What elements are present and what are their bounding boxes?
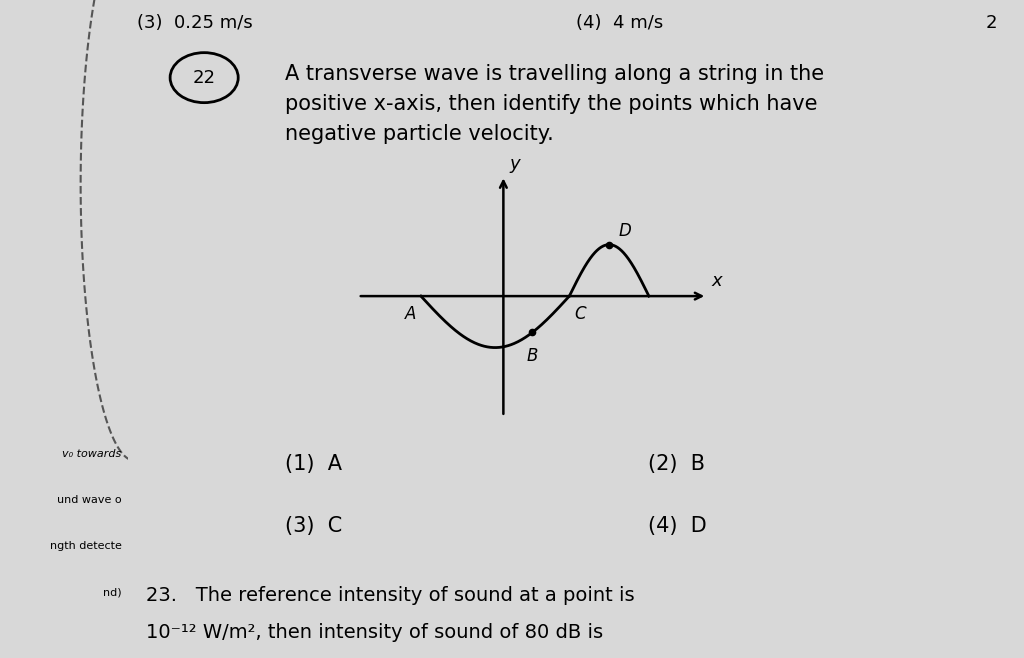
Text: positive x-axis, then identify the points which have: positive x-axis, then identify the point… — [285, 94, 817, 114]
Text: ngth detecte: ngth detecte — [50, 541, 122, 551]
Text: nd): nd) — [103, 587, 122, 597]
Text: negative particle velocity.: negative particle velocity. — [285, 124, 554, 144]
Text: x: x — [712, 272, 723, 290]
Text: und wave o: und wave o — [57, 495, 122, 505]
Text: (3)  C: (3) C — [285, 517, 342, 536]
Text: A: A — [404, 305, 416, 323]
Text: (4)  4 m/s: (4) 4 m/s — [575, 14, 664, 32]
Text: 10⁻¹² W/m², then intensity of sound of 80 dB is: 10⁻¹² W/m², then intensity of sound of 8… — [146, 624, 603, 642]
Text: (2)  B: (2) B — [647, 454, 705, 474]
Text: v₀ towards: v₀ towards — [62, 449, 122, 459]
Text: D: D — [618, 222, 632, 240]
Text: 2: 2 — [986, 14, 997, 32]
Text: A transverse wave is travelling along a string in the: A transverse wave is travelling along a … — [285, 64, 824, 84]
Text: B: B — [526, 347, 539, 365]
Text: (4)  D: (4) D — [647, 517, 707, 536]
Text: 23.   The reference intensity of sound at a point is: 23. The reference intensity of sound at … — [146, 586, 635, 605]
Text: y: y — [509, 155, 520, 172]
Text: (1)  A: (1) A — [285, 454, 342, 474]
Text: (3)  0.25 m/s: (3) 0.25 m/s — [137, 14, 253, 32]
Text: C: C — [574, 305, 586, 323]
Text: 22: 22 — [193, 68, 216, 87]
